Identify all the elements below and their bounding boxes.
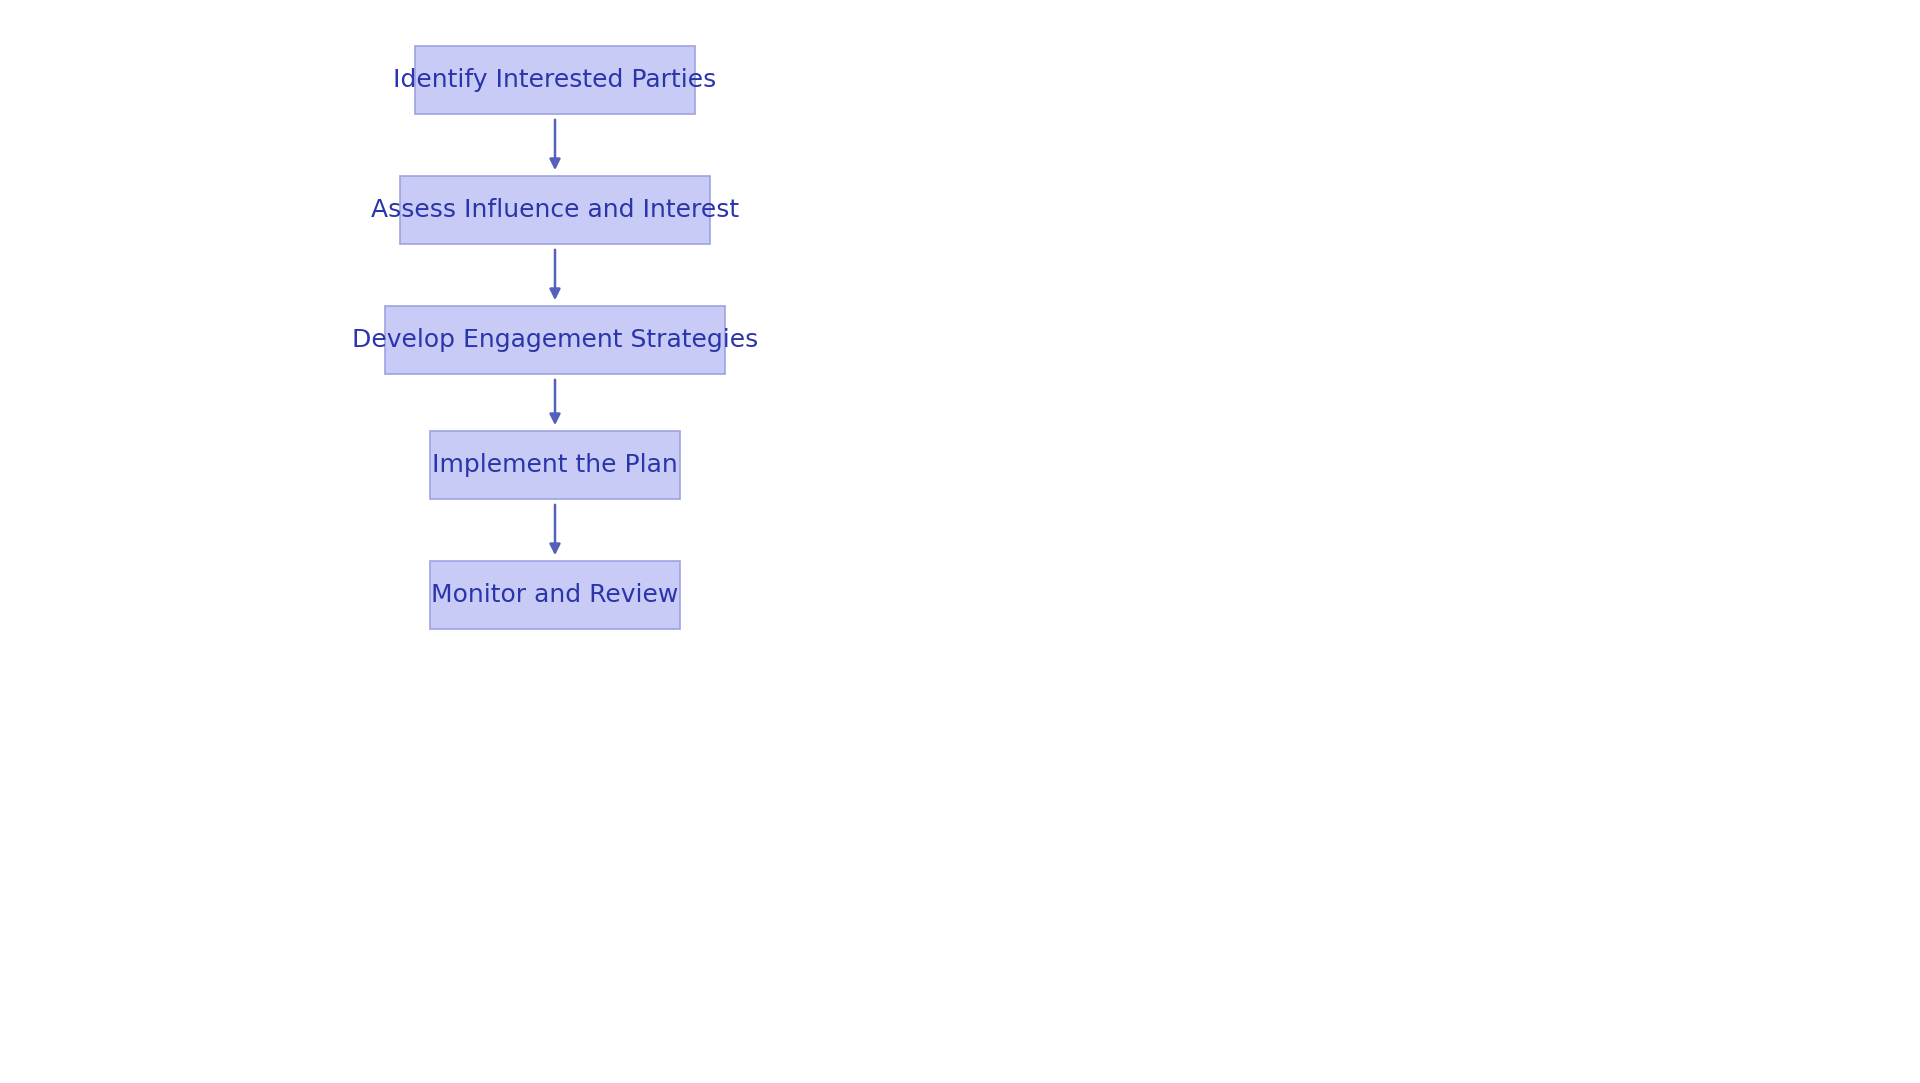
FancyBboxPatch shape	[399, 177, 710, 244]
Text: Monitor and Review: Monitor and Review	[432, 583, 678, 606]
FancyBboxPatch shape	[386, 306, 726, 374]
FancyBboxPatch shape	[430, 431, 680, 499]
Text: Assess Influence and Interest: Assess Influence and Interest	[371, 198, 739, 222]
Text: Develop Engagement Strategies: Develop Engagement Strategies	[351, 328, 758, 352]
FancyBboxPatch shape	[415, 45, 695, 114]
Text: Identify Interested Parties: Identify Interested Parties	[394, 68, 716, 92]
Text: Implement the Plan: Implement the Plan	[432, 453, 678, 477]
FancyBboxPatch shape	[430, 561, 680, 629]
